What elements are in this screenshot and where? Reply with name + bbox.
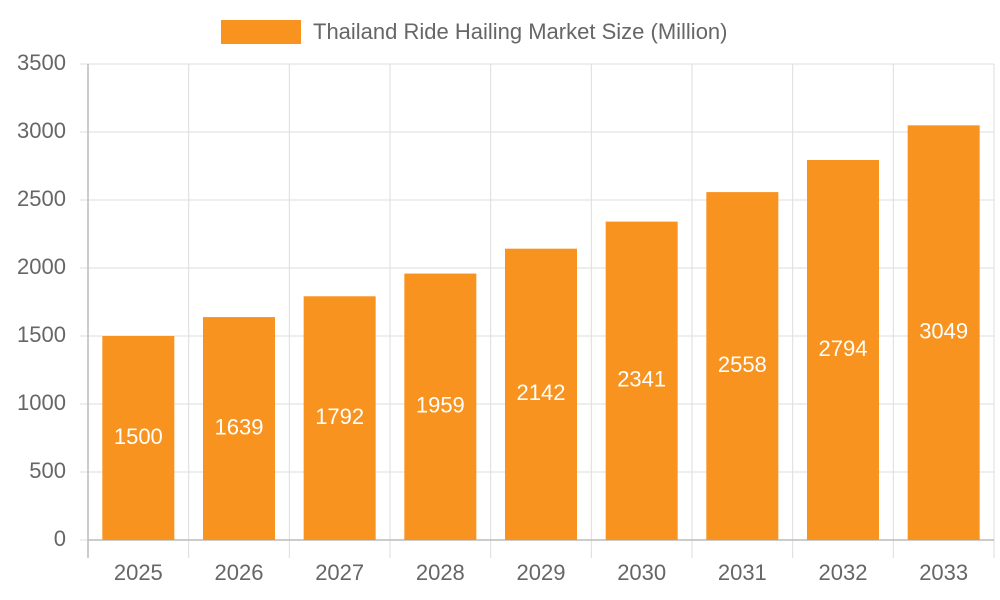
y-tick-label: 0 <box>54 526 66 551</box>
x-tick-label: 2025 <box>114 560 163 585</box>
x-tick-label: 2029 <box>517 560 566 585</box>
y-tick-label: 2000 <box>17 254 66 279</box>
bar <box>102 336 175 540</box>
bar <box>303 296 376 540</box>
bar <box>907 125 980 540</box>
x-tick-label: 2027 <box>315 560 364 585</box>
y-tick-label: 2500 <box>17 186 66 211</box>
bar <box>404 273 477 540</box>
y-tick-label: 1000 <box>17 390 66 415</box>
value-label: 2558 <box>718 352 767 377</box>
value-label: 1639 <box>215 414 264 439</box>
x-tick-label: 2031 <box>718 560 767 585</box>
y-tick-label: 3000 <box>17 118 66 143</box>
value-label: 1792 <box>315 404 364 429</box>
value-label: 2142 <box>517 380 566 405</box>
value-label: 1500 <box>114 424 163 449</box>
bar <box>203 317 275 540</box>
y-tick-label: 3500 <box>17 50 66 75</box>
x-tick-label: 2030 <box>617 560 666 585</box>
y-tick-label: 500 <box>29 458 66 483</box>
legend-label: Thailand Ride Hailing Market Size (Milli… <box>313 19 728 44</box>
bar <box>807 160 879 541</box>
legend-swatch <box>221 20 301 44</box>
value-label: 3049 <box>919 318 968 343</box>
x-tick-label: 2028 <box>416 560 465 585</box>
value-label: 1959 <box>416 393 465 418</box>
x-tick-label: 2026 <box>215 560 264 585</box>
value-label: 2341 <box>617 367 666 392</box>
x-tick-label: 2032 <box>819 560 868 585</box>
y-tick-label: 1500 <box>17 322 66 347</box>
bar <box>706 192 779 540</box>
x-tick-label: 2033 <box>919 560 968 585</box>
bar <box>605 221 678 540</box>
value-label: 2794 <box>819 336 868 361</box>
bar <box>505 248 577 541</box>
